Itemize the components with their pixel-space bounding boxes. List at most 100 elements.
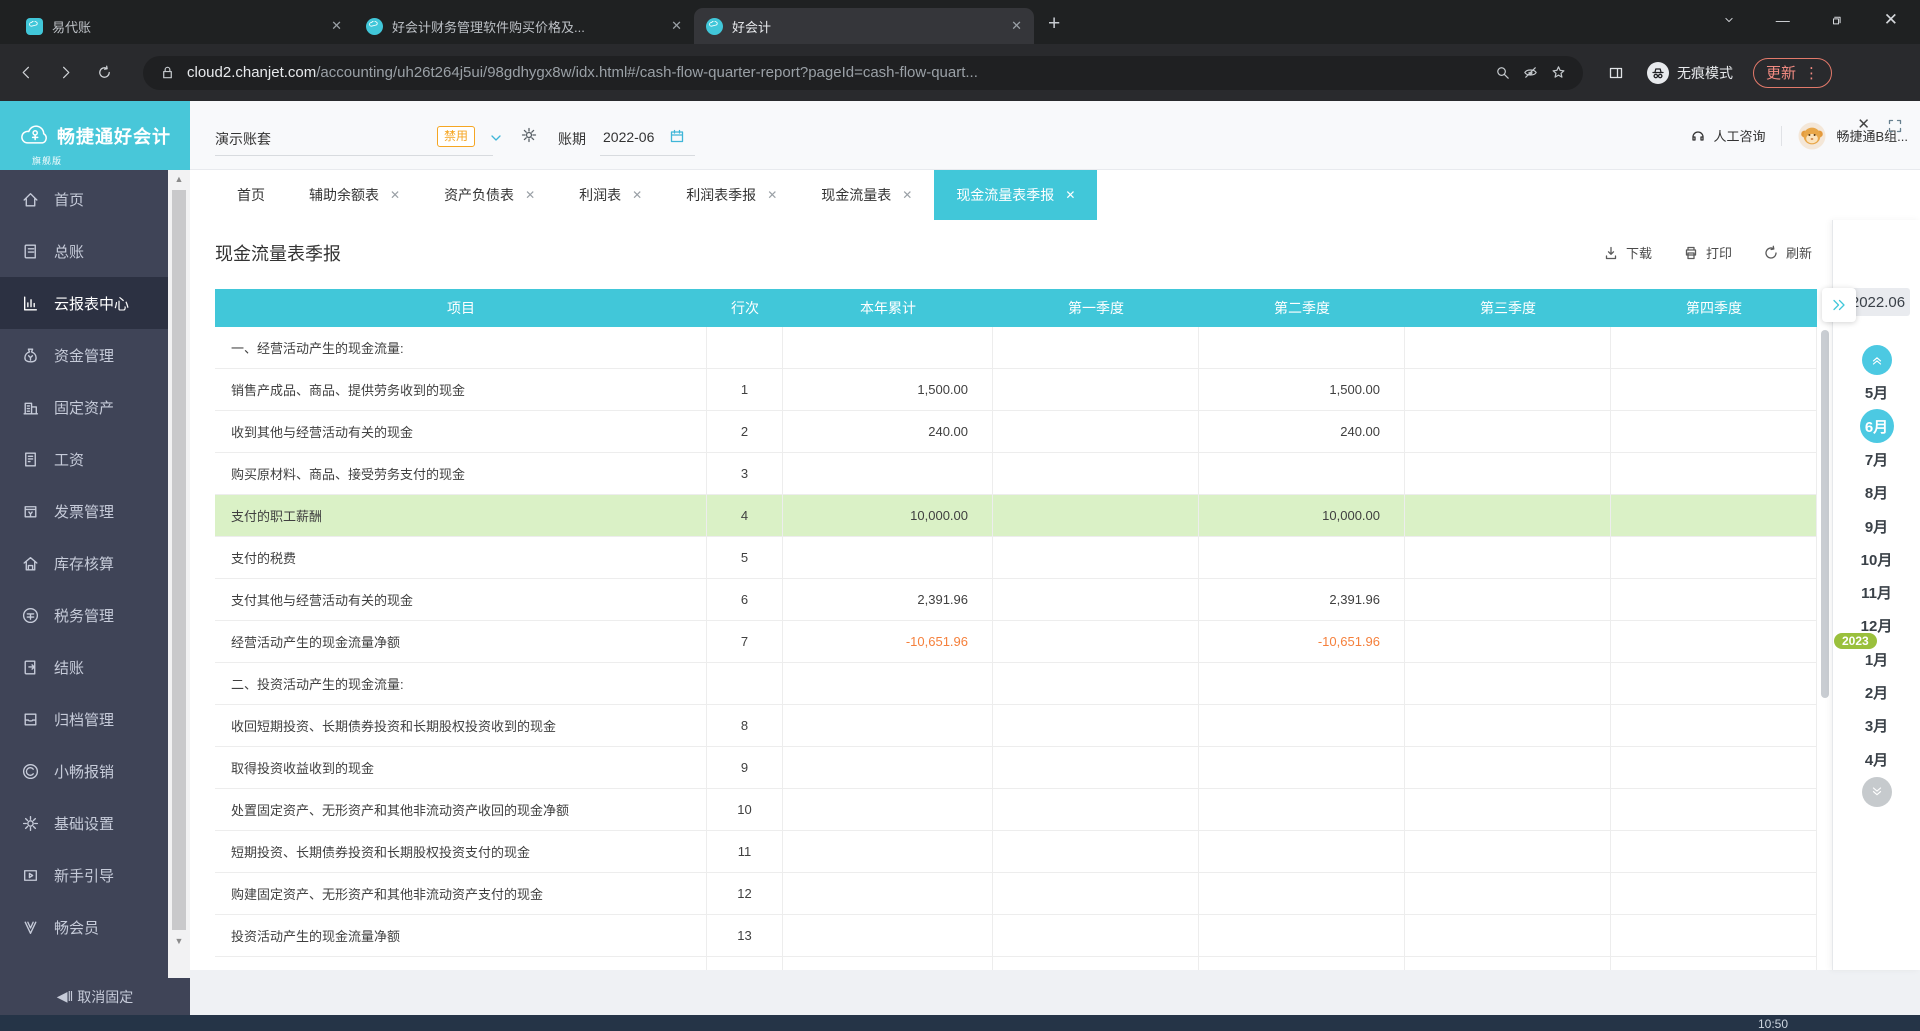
month-item[interactable]: 5月: [1833, 376, 1920, 409]
refresh-label: 刷新: [1785, 246, 1812, 261]
table-cell: [1405, 453, 1611, 494]
fullscreen-icon[interactable]: [1886, 117, 1904, 135]
sidebar-item-settings[interactable]: 基础设置: [0, 797, 168, 849]
money-bag-icon: [21, 346, 40, 365]
tab-close-icon[interactable]: ✕: [671, 18, 682, 33]
sidebar-item-archive[interactable]: 归档管理: [0, 693, 168, 745]
report-tab[interactable]: 现金流量表季报 ✕: [934, 170, 1098, 220]
sidebar-scrollbar-thumb[interactable]: [172, 190, 186, 930]
browser-tab[interactable]: 好会计财务管理软件购买价格及... ✕: [354, 8, 694, 44]
tab-close-icon[interactable]: ✕: [1065, 188, 1076, 202]
sidebar-item-funds[interactable]: 资金管理: [0, 329, 168, 381]
tab-close-icon[interactable]: ✕: [767, 188, 778, 202]
report-tab[interactable]: 利润表季报 ✕: [664, 170, 799, 220]
table-cell: 12: [707, 873, 783, 914]
tab-close-icon[interactable]: ✕: [902, 188, 913, 202]
tab-close-icon[interactable]: ✕: [525, 188, 536, 202]
sidebar-item-general-ledger[interactable]: 总账: [0, 225, 168, 277]
table-cell: [1611, 747, 1817, 788]
update-button[interactable]: 更新 ⋮: [1753, 57, 1833, 88]
browser-menu-icon[interactable]: ⋮: [1804, 64, 1820, 82]
table-cell: [993, 411, 1199, 452]
browser-tab[interactable]: 易代账 ✕: [14, 8, 354, 44]
tab-close-icon[interactable]: ✕: [1011, 18, 1022, 33]
unpin-sidebar-button[interactable]: ◀‖ 取消固定: [0, 978, 190, 1015]
sidebar-item-tax[interactable]: 税务管理: [0, 589, 168, 641]
disabled-status-badge: 禁用: [437, 126, 476, 147]
month-item[interactable]: 9月: [1833, 510, 1920, 543]
scroll-down-arrow-icon[interactable]: ▼: [174, 936, 184, 946]
refresh-icon: [1762, 244, 1780, 262]
url-field[interactable]: cloud2.chanjet.com/accounting/uh26t264j5…: [143, 55, 1583, 90]
month-label: 9月: [1864, 518, 1889, 536]
month-item[interactable]: 11月: [1833, 576, 1920, 609]
sidebar-scrollbar[interactable]: ▲ ▼: [168, 170, 190, 978]
sidebar-item-invoices[interactable]: 发票管理: [0, 485, 168, 537]
month-item[interactable]: 7月: [1833, 443, 1920, 476]
panel-expander-button[interactable]: [1822, 288, 1856, 322]
period-value[interactable]: 2022-06: [603, 129, 655, 145]
user-name[interactable]: 畅捷通B组...: [1836, 129, 1908, 144]
report-toolbar: 下载 打印 刷新: [1602, 243, 1812, 262]
table-cell: [707, 327, 783, 368]
report-tab[interactable]: 利润表 ✕: [557, 170, 664, 220]
print-button[interactable]: 打印: [1682, 243, 1732, 262]
reload-button[interactable]: [96, 64, 113, 81]
avatar[interactable]: [1798, 122, 1826, 150]
close-all-tabs-icon[interactable]: ✕: [1857, 116, 1870, 133]
refresh-button[interactable]: 刷新: [1762, 243, 1812, 262]
forward-button[interactable]: [57, 64, 74, 81]
month-item[interactable]: 12月: [1833, 609, 1920, 642]
unpin-label: 取消固定: [77, 988, 134, 1005]
table-header-cell: 行次: [731, 300, 759, 316]
account-set-dropdown[interactable]: 演示账套: [215, 131, 271, 147]
month-item[interactable]: 2月: [1833, 676, 1920, 709]
sidebar-item-member[interactable]: 畅会员: [0, 901, 168, 953]
month-item[interactable]: 8月: [1833, 476, 1920, 509]
months-scroll-down-button[interactable]: [1833, 776, 1920, 809]
sidebar-item-closing[interactable]: 结账: [0, 641, 168, 693]
tab-search-chevron-icon[interactable]: [1722, 13, 1736, 27]
report-tab[interactable]: 现金流量表 ✕: [799, 170, 934, 220]
scroll-up-arrow-icon[interactable]: ▲: [174, 174, 184, 184]
table-row: 支付的税费 5: [215, 537, 1817, 579]
tab-close-icon[interactable]: ✕: [390, 188, 401, 202]
sidebar-item-reimburse[interactable]: 小畅报销: [0, 745, 168, 797]
sidebar-item-home[interactable]: 首页: [0, 173, 168, 225]
month-item[interactable]: 4月: [1833, 743, 1920, 776]
download-button[interactable]: 下载: [1602, 243, 1652, 262]
account-chevron-down-icon[interactable]: [487, 129, 505, 147]
table-cell: 支付的职工薪酬: [215, 495, 707, 536]
report-tab[interactable]: 辅助余额表 ✕: [287, 170, 422, 220]
search-icon[interactable]: [1494, 64, 1511, 81]
month-item[interactable]: 6月: [1833, 409, 1920, 444]
sidebar-item-label: 结账: [54, 659, 85, 677]
tab-close-icon[interactable]: ✕: [632, 188, 643, 202]
minimize-button[interactable]: —: [1775, 12, 1790, 28]
close-window-button[interactable]: ✕: [1883, 10, 1898, 29]
cookies-blocked-eye-off-icon[interactable]: [1522, 64, 1539, 81]
restore-window-button[interactable]: [1830, 13, 1844, 27]
sidebar-item-inventory[interactable]: 库存核算: [0, 537, 168, 589]
month-item[interactable]: 3月: [1833, 709, 1920, 742]
report-tab[interactable]: 资产负债表 ✕: [422, 170, 557, 220]
sidebar-item-fixed-assets[interactable]: 固定资产: [0, 381, 168, 433]
month-item[interactable]: 1月: [1833, 643, 1920, 676]
month-item[interactable]: 10月: [1833, 543, 1920, 576]
browser-tab[interactable]: 好会计 ✕: [694, 8, 1034, 44]
months-scroll-up-button[interactable]: [1833, 343, 1920, 376]
account-settings-gear-icon[interactable]: [520, 126, 538, 144]
sidebar-item-cloud-reports[interactable]: 云报表中心: [0, 277, 168, 329]
report-tab[interactable]: 首页: [215, 170, 287, 220]
back-button[interactable]: [18, 64, 35, 81]
tab-close-icon[interactable]: ✕: [331, 18, 342, 33]
calendar-icon[interactable]: [668, 127, 686, 145]
sidebar-item-guide[interactable]: 新手引导: [0, 849, 168, 901]
sidebar-item-payroll[interactable]: 工资: [0, 433, 168, 485]
bookmark-star-icon[interactable]: [1550, 64, 1567, 81]
support-link[interactable]: 人工咨询: [1689, 126, 1765, 145]
app-logo[interactable]: 畅捷通好会计 旗舰版: [0, 101, 190, 170]
new-tab-button[interactable]: +: [1048, 12, 1061, 35]
content-scrollbar-thumb[interactable]: [1821, 330, 1829, 698]
side-panel-icon[interactable]: [1607, 64, 1625, 82]
